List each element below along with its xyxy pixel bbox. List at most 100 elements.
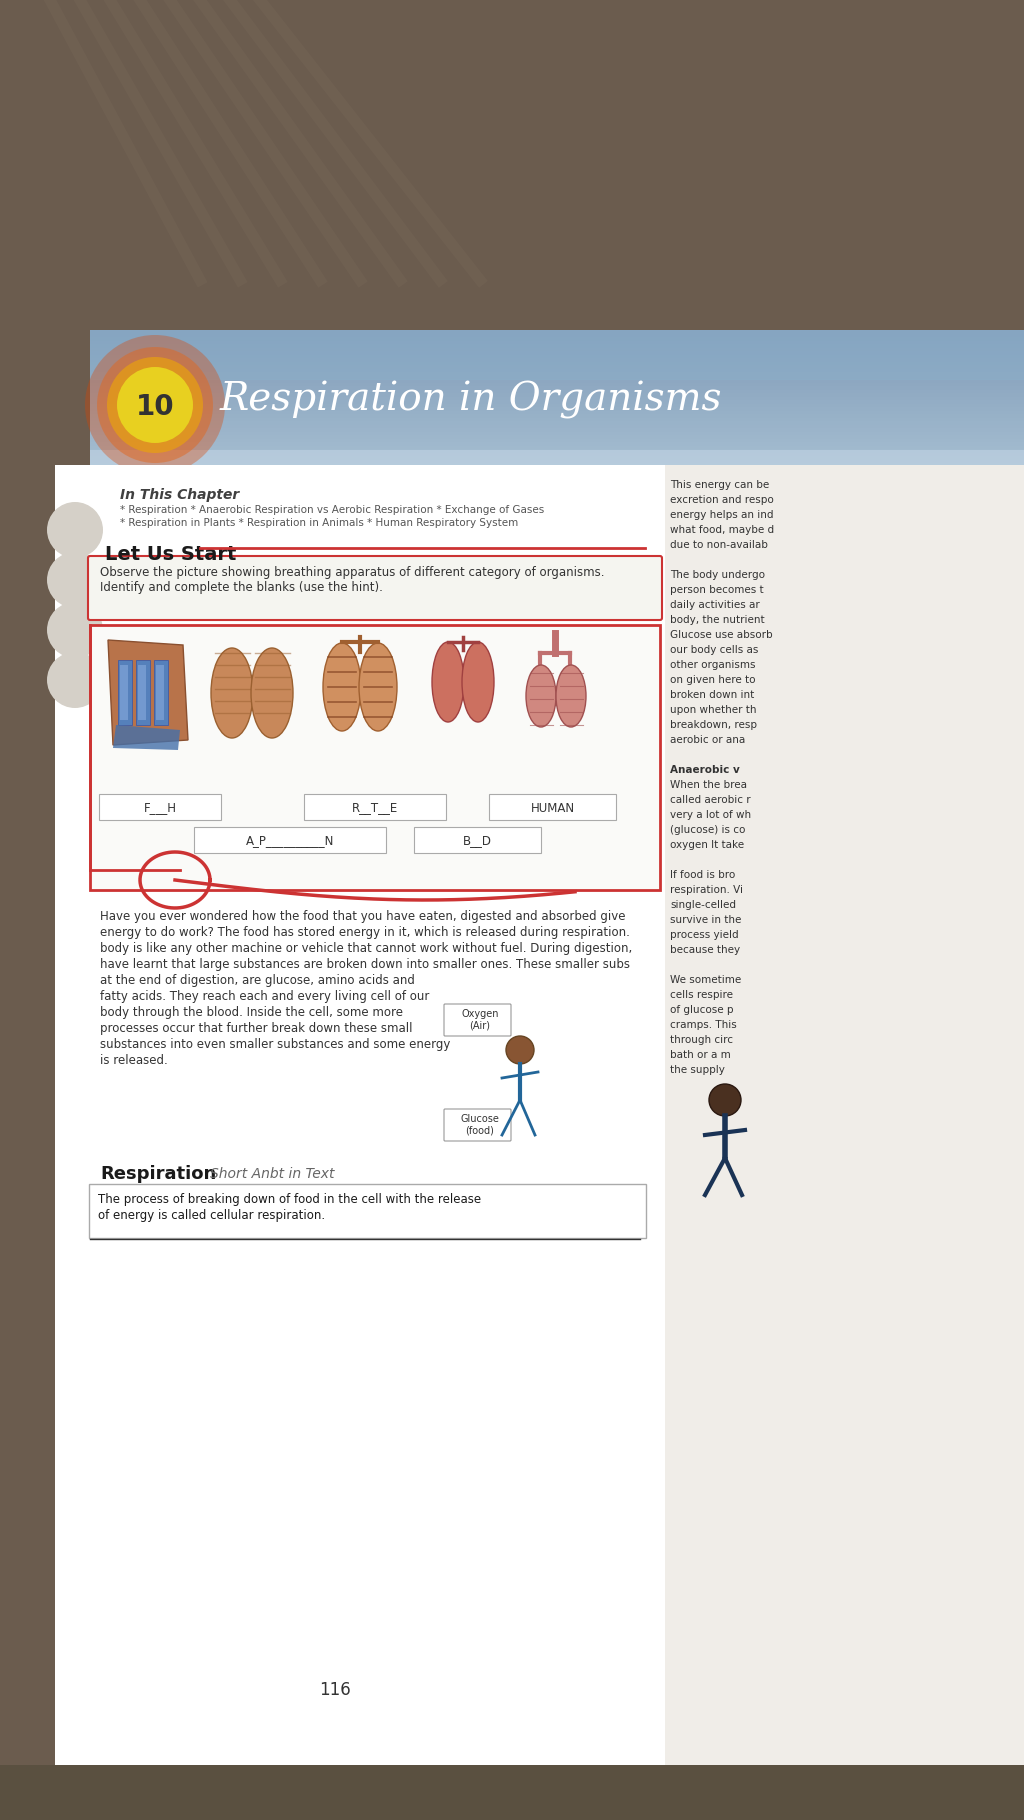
Bar (90, 375, 1024, 379)
Circle shape (97, 348, 213, 462)
Bar (90, 408, 1024, 411)
Text: very a lot of wh: very a lot of wh (670, 810, 752, 821)
Text: energy helps an ind: energy helps an ind (670, 510, 773, 521)
Circle shape (506, 1036, 534, 1065)
Bar (90, 329, 1024, 380)
Text: the supply: the supply (670, 1065, 725, 1076)
FancyBboxPatch shape (88, 555, 662, 621)
Text: on given here to: on given here to (670, 675, 756, 684)
Text: This energy can be: This energy can be (670, 480, 769, 490)
Text: Respiration: Respiration (100, 1165, 216, 1183)
FancyBboxPatch shape (90, 624, 660, 890)
Text: * Respiration in Plants * Respiration in Animals * Human Respiratory System: * Respiration in Plants * Respiration in… (120, 519, 518, 528)
Text: excretion and respo: excretion and respo (670, 495, 774, 504)
Text: survive in the: survive in the (670, 915, 741, 925)
Polygon shape (108, 641, 188, 744)
Bar (0, 1765, 1024, 1820)
Bar (90, 459, 1024, 462)
Bar (90, 400, 1024, 404)
Text: substances into even smaller substances and some energy: substances into even smaller substances … (100, 1037, 451, 1050)
Bar (90, 457, 1024, 460)
Text: bath or a m: bath or a m (670, 1050, 731, 1059)
Text: Observe the picture showing breathing apparatus of different category of organis: Observe the picture showing breathing ap… (100, 566, 604, 579)
Bar (90, 404, 1024, 408)
Text: at the end of digestion, are glucose, amino acids and: at the end of digestion, are glucose, am… (100, 974, 415, 986)
Bar (90, 351, 1024, 355)
Bar (90, 439, 1024, 442)
Circle shape (47, 602, 103, 659)
Bar (90, 368, 1024, 371)
Bar (90, 379, 1024, 382)
Bar (154, 661, 168, 724)
Bar (55, 464, 135, 1765)
Bar (665, 464, 1024, 1765)
Bar (138, 664, 146, 721)
Ellipse shape (359, 642, 397, 732)
Text: In This Chapter: In This Chapter (120, 488, 240, 502)
Bar (90, 424, 1024, 428)
Text: daily activities ar: daily activities ar (670, 601, 760, 610)
Ellipse shape (211, 648, 253, 737)
Text: We sometime: We sometime (670, 976, 741, 985)
Text: Oxygen
(Air): Oxygen (Air) (461, 1010, 499, 1030)
Bar (90, 348, 1024, 351)
Bar (90, 450, 1024, 453)
Text: Respiration in Organisms: Respiration in Organisms (220, 380, 723, 419)
Text: body, the nutrient: body, the nutrient (670, 615, 765, 624)
Text: HUMAN: HUMAN (530, 801, 574, 815)
FancyBboxPatch shape (489, 794, 616, 821)
Text: called aerobic r: called aerobic r (670, 795, 751, 804)
Text: broken down int: broken down int (670, 690, 755, 701)
Bar (90, 329, 1024, 333)
Ellipse shape (323, 642, 361, 732)
Circle shape (85, 335, 225, 475)
Bar (90, 382, 1024, 386)
Bar (90, 397, 1024, 400)
Ellipse shape (556, 664, 586, 726)
Circle shape (47, 551, 103, 608)
Bar (90, 431, 1024, 435)
Circle shape (709, 1085, 741, 1116)
Text: R__T__E: R__T__E (352, 801, 398, 815)
Text: is released.: is released. (100, 1054, 168, 1067)
Circle shape (106, 357, 203, 453)
Bar (90, 417, 1024, 420)
Bar (90, 442, 1024, 446)
Text: The process of breaking down of food in the cell with the release: The process of breaking down of food in … (98, 1192, 481, 1207)
Text: respiration. Vi: respiration. Vi (670, 885, 743, 895)
FancyBboxPatch shape (414, 826, 541, 854)
Bar (90, 389, 1024, 393)
Text: oxygen It take: oxygen It take (670, 841, 744, 850)
Text: body through the blood. Inside the cell, some more: body through the blood. Inside the cell,… (100, 1006, 403, 1019)
Text: upon whether th: upon whether th (670, 704, 757, 715)
Text: energy to do work? The food has stored energy in it, which is released during re: energy to do work? The food has stored e… (100, 926, 630, 939)
Text: If food is bro: If food is bro (670, 870, 735, 881)
Text: due to non-availab: due to non-availab (670, 541, 768, 550)
Bar (90, 371, 1024, 375)
Bar (90, 366, 1024, 369)
FancyBboxPatch shape (444, 1108, 511, 1141)
Polygon shape (0, 0, 1024, 430)
Text: A_P__________N: A_P__________N (246, 835, 334, 848)
Text: The body undergo: The body undergo (670, 570, 765, 581)
Ellipse shape (462, 642, 494, 723)
Text: what food, maybe d: what food, maybe d (670, 524, 774, 535)
Text: Glucose
(food): Glucose (food) (461, 1114, 500, 1136)
Bar (156, 664, 164, 721)
Bar (90, 413, 1024, 417)
Bar (90, 362, 1024, 366)
Bar (90, 411, 1024, 415)
Text: Let Us Start: Let Us Start (105, 544, 237, 564)
Bar (90, 462, 1024, 466)
Bar (90, 453, 1024, 457)
Bar (90, 446, 1024, 450)
Text: * Respiration * Anaerobic Respiration vs Aerobic Respiration * Exchange of Gases: * Respiration * Anaerobic Respiration vs… (120, 504, 544, 515)
Text: Have you ever wondered how the food that you have eaten, digested and absorbed g: Have you ever wondered how the food that… (100, 910, 626, 923)
Text: B__D: B__D (463, 835, 492, 848)
Text: cramps. This: cramps. This (670, 1019, 736, 1030)
Text: cells respire: cells respire (670, 990, 733, 999)
Bar (90, 435, 1024, 439)
Bar (55, 464, 665, 1765)
Polygon shape (113, 724, 180, 750)
FancyBboxPatch shape (304, 794, 446, 821)
